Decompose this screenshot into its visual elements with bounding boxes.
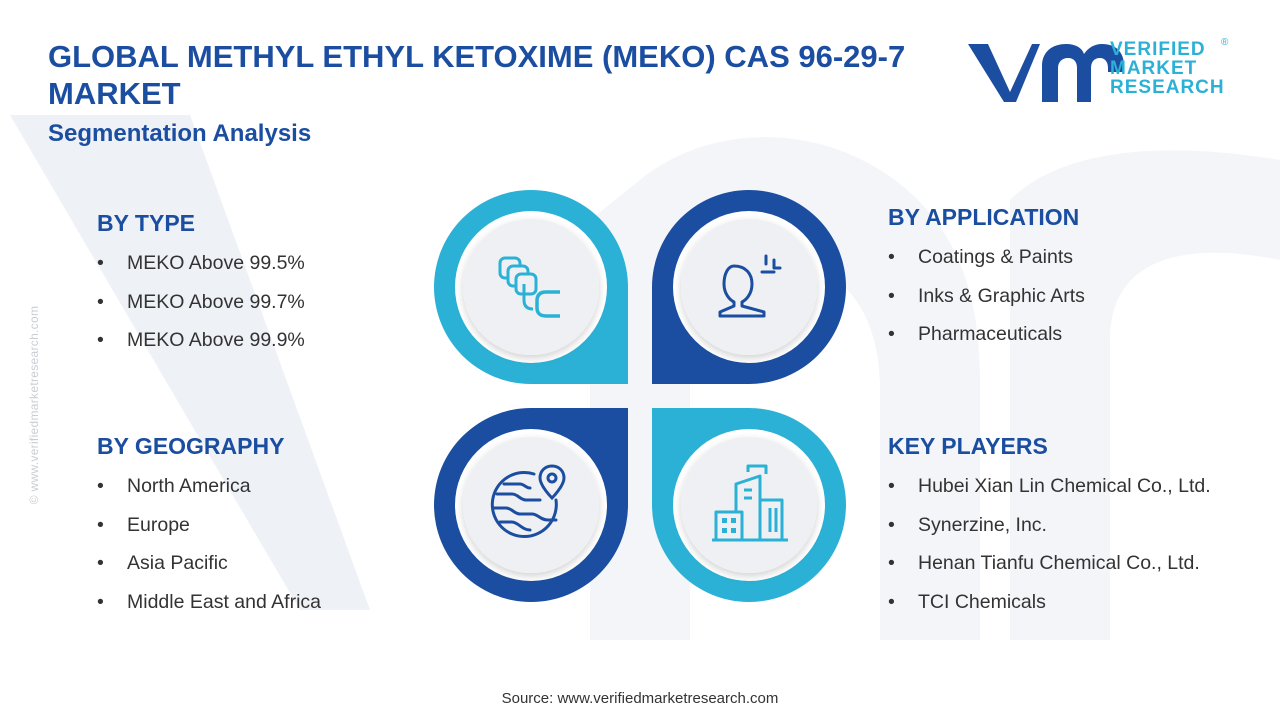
- segment-heading-type: BY TYPE: [97, 210, 195, 236]
- page-subtitle: Segmentation Analysis: [48, 120, 312, 147]
- segment-by-application: BY APPLICATION Coatings & Paints Inks & …: [888, 204, 1085, 361]
- list-item: Coatings & Paints: [888, 245, 1085, 284]
- list-item: TCI Chemicals: [888, 590, 1211, 629]
- segment-list-geography: North America Europe Asia Pacific Middle…: [97, 474, 321, 628]
- source-caption: Source: www.verifiedmarketresearch.com: [501, 690, 779, 707]
- layered-blocks-icon: [498, 256, 560, 318]
- logo-line-1: VERIFIED: [1110, 39, 1206, 60]
- petal-geography: [434, 408, 628, 602]
- person-presentation-icon: [718, 254, 782, 318]
- logo-line-2: MARKET: [1110, 58, 1198, 79]
- list-item: MEKO Above 99.7%: [97, 290, 305, 329]
- logo-line-3: RESEARCH: [1110, 77, 1225, 98]
- petal-type: [434, 190, 628, 384]
- list-item: Europe: [97, 513, 321, 552]
- segment-heading-key-players: KEY PLAYERS: [888, 433, 1048, 459]
- list-item: Middle East and Africa: [97, 590, 321, 629]
- petal-application: [652, 190, 846, 384]
- segment-by-geography: BY GEOGRAPHY North America Europe Asia P…: [97, 433, 321, 628]
- list-item: North America: [97, 474, 321, 513]
- city-buildings-icon: [712, 464, 788, 542]
- registered-mark: ®: [1221, 37, 1229, 48]
- page-title: GLOBAL METHYL ETHYL KETOXIME (MEKO) CAS …: [48, 39, 906, 111]
- globe-location-icon: [490, 464, 566, 538]
- list-item: Synerzine, Inc.: [888, 513, 1211, 552]
- list-item: Inks & Graphic Arts: [888, 284, 1085, 323]
- list-item: MEKO Above 99.5%: [97, 251, 305, 290]
- list-item: MEKO Above 99.9%: [97, 328, 305, 367]
- vmr-logo-icon: [968, 44, 1124, 102]
- segment-by-type: BY TYPE MEKO Above 99.5% MEKO Above 99.7…: [97, 210, 305, 367]
- list-item: Henan Tianfu Chemical Co., Ltd.: [888, 551, 1211, 590]
- list-item: Hubei Xian Lin Chemical Co., Ltd.: [888, 474, 1211, 513]
- list-item: Asia Pacific: [97, 551, 321, 590]
- segment-heading-application: BY APPLICATION: [888, 204, 1080, 230]
- segment-list-key-players: Hubei Xian Lin Chemical Co., Ltd. Synerz…: [888, 474, 1211, 628]
- segment-heading-geography: BY GEOGRAPHY: [97, 433, 285, 459]
- list-item: Pharmaceuticals: [888, 322, 1085, 361]
- petal-key-players: [652, 408, 846, 602]
- logo-wordmark: VERIFIED MARKET RESEARCH: [1110, 40, 1225, 97]
- segment-list-type: MEKO Above 99.5% MEKO Above 99.7% MEKO A…: [97, 251, 305, 367]
- segment-list-application: Coatings & Paints Inks & Graphic Arts Ph…: [888, 245, 1085, 361]
- segment-key-players: KEY PLAYERS Hubei Xian Lin Chemical Co.,…: [888, 433, 1211, 628]
